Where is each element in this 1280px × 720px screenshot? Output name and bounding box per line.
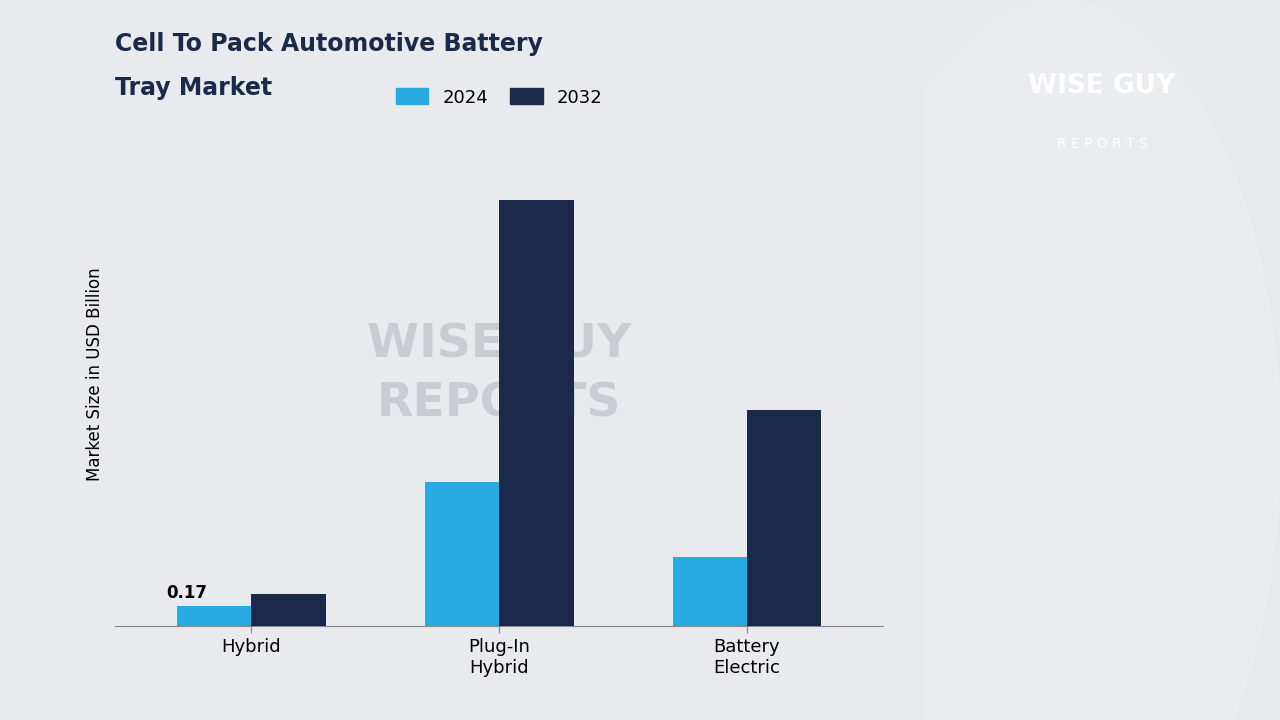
Bar [177,606,251,626]
Bar [672,557,748,626]
Text: Tray Market: Tray Market [115,76,273,99]
Y-axis label: Market Size in USD Billion: Market Size in USD Billion [86,268,104,481]
Text: 0.17: 0.17 [166,585,207,603]
Circle shape [838,0,1280,720]
Bar [425,482,499,626]
Text: WISE GUY: WISE GUY [1028,73,1176,99]
Legend: 2024, 2032: 2024, 2032 [388,81,611,114]
Bar [748,410,822,626]
Bar [251,594,326,626]
Text: R E P O R T S: R E P O R T S [1057,137,1147,151]
Bar [499,200,573,626]
Text: WISE GUY
REPORTS: WISE GUY REPORTS [367,323,631,426]
Text: Cell To Pack Automotive Battery: Cell To Pack Automotive Battery [115,32,543,56]
